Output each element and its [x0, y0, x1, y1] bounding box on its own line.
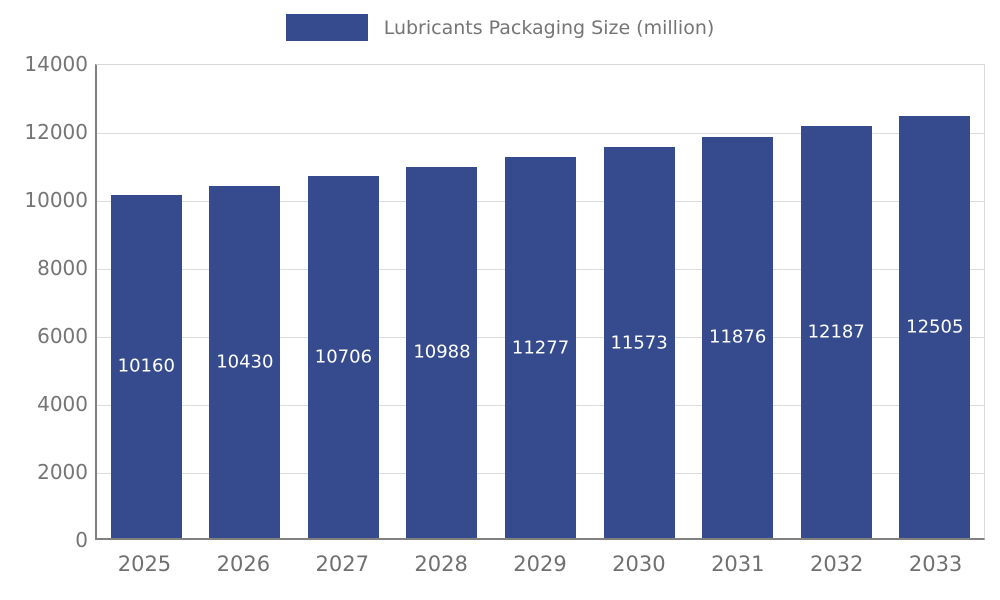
bar-value-label: 12505: [906, 316, 964, 338]
bar-band: 10160: [97, 65, 196, 538]
x-tick-label: 2025: [117, 552, 172, 576]
bar-band: 10430: [196, 65, 295, 538]
x-tick-label: 2026: [216, 552, 271, 576]
bar-value-label: 10988: [413, 341, 471, 363]
bar-value-label: 11277: [511, 337, 570, 358]
legend-label: Lubricants Packaging Size (million): [383, 16, 715, 39]
x-tick-label: 2027: [315, 552, 369, 576]
y-tick-label: 10000: [24, 188, 88, 212]
y-tick-label: 4000: [37, 392, 88, 416]
y-tick-label: 14000: [24, 52, 88, 76]
bar-2026: 10430: [209, 185, 281, 538]
x-axis: 2025 2026 2027 2028 2029 2030 2031 2032 2033: [95, 552, 985, 576]
bar-band: 11876: [688, 65, 787, 538]
x-tick-label: 2028: [414, 552, 468, 576]
bar-2025: 10160: [110, 194, 182, 538]
bar-2033: 12505: [899, 115, 971, 538]
bar-2030: 11573: [603, 147, 675, 538]
bar-2031: 11876: [702, 136, 774, 538]
bar-band: 10706: [294, 65, 393, 538]
bar-value-label: 10160: [117, 355, 175, 377]
bar-band: 12505: [886, 65, 985, 538]
legend-swatch: [285, 14, 368, 41]
bar-value-label: 10430: [216, 351, 274, 373]
y-tick-label: 12000: [24, 120, 88, 144]
x-tick-label: 2029: [513, 552, 567, 576]
bar-band: 11573: [590, 65, 689, 538]
legend: Lubricants Packaging Size (million): [0, 14, 1000, 41]
y-tick-label: 8000: [37, 256, 88, 280]
bar-series: 10160 10430 10706 10988 11277 11573 11876 12187…: [97, 65, 984, 538]
x-tick-label: 2033: [908, 552, 963, 576]
bar-band: 11277: [491, 65, 590, 538]
bar-2029: 11277: [505, 157, 576, 538]
bar-band: 10988: [393, 65, 492, 538]
y-tick-label: 6000: [37, 324, 88, 348]
legend-item[interactable]: Lubricants Packaging Size (million): [285, 14, 715, 41]
x-tick-label: 2031: [711, 552, 765, 576]
bar-value-label: 10706: [314, 346, 373, 368]
bar-2027: 10706: [307, 176, 379, 538]
gridline: [97, 133, 984, 134]
bar-2028: 10988: [406, 166, 478, 538]
x-tick-label: 2030: [612, 552, 666, 576]
bar-band: 12187: [787, 65, 886, 538]
plot-area: 10160 10430 10706 10988 11277 11573 11876 12187…: [95, 64, 985, 540]
bar-value-label: 11573: [610, 332, 668, 353]
y-tick-label: 2000: [37, 460, 88, 484]
y-tick-label: 0: [75, 528, 88, 552]
bar-2032: 12187: [800, 126, 872, 538]
bar-value-label: 11876: [709, 326, 767, 348]
x-tick-label: 2032: [809, 552, 864, 576]
bar-value-label: 12187: [807, 321, 865, 343]
